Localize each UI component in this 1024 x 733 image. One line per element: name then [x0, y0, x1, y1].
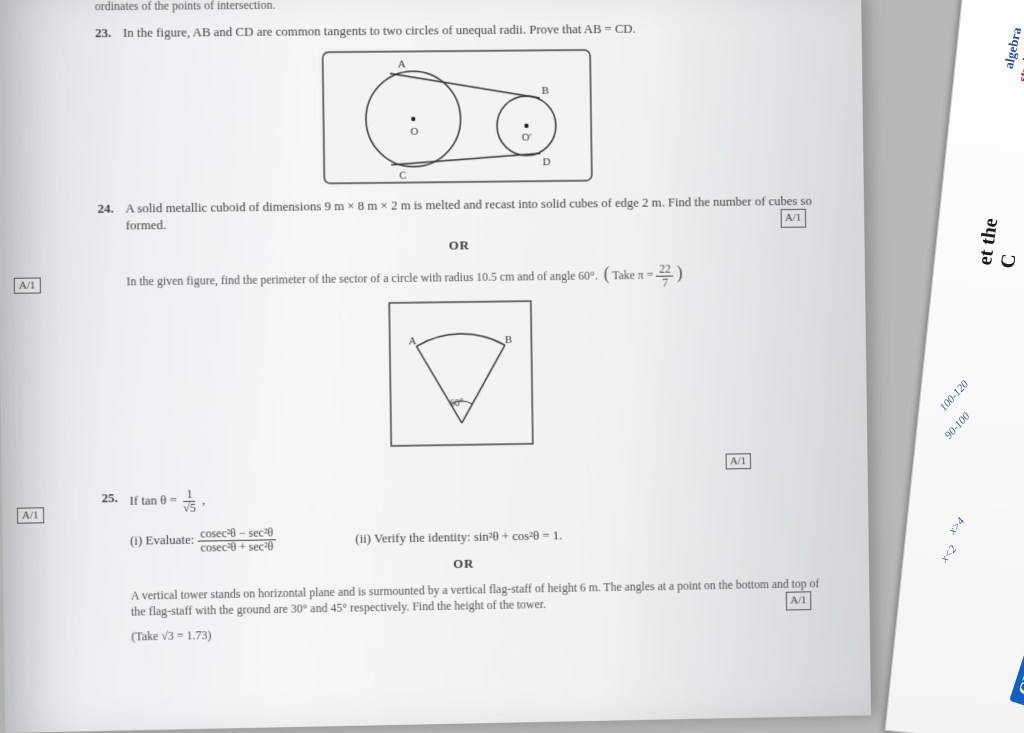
svg-text:A: A — [408, 336, 416, 348]
q24-alt: In the given figure, find the perimeter … — [98, 259, 816, 296]
q25-alt-text: A vertical tower stands on horizontal pl… — [131, 575, 821, 622]
book-spine: algebra — [1001, 26, 1024, 70]
svg-text:A: A — [398, 58, 406, 70]
pi-num: 22 — [656, 263, 674, 277]
q23-svg: A B C D O O' — [319, 45, 596, 187]
q25-stem: If tan θ = 1 √5 , — [129, 478, 819, 515]
question-25: 25. If tan θ = 1 √5 , — [101, 478, 819, 516]
q25-parts: (i) Evaluate: cosec²θ − sec²θ cosec²θ + … — [102, 518, 820, 556]
q25-margin-tag: A/1 — [17, 507, 44, 523]
q25-number: 25. — [101, 489, 129, 516]
q24-tag-a: A/1 — [780, 209, 806, 228]
cutoff-1: ordinates of the points of intersection. — [95, 0, 276, 14]
q25-stem-suffix: , — [202, 492, 205, 507]
q24-margin-tag: A/1 — [14, 277, 41, 293]
q24-or: OR — [98, 233, 816, 257]
q24-figure: 60° A B — [99, 295, 819, 454]
question-24: 24. A solid metallic cuboid of dimension… — [97, 192, 815, 236]
q24-text-b: In the given figure, find the perimeter … — [126, 259, 816, 296]
exam-page: ordinates of the points of intersection.… — [0, 0, 871, 733]
pi-fraction: 22 7 — [656, 263, 674, 289]
svg-text:O: O — [410, 125, 418, 137]
q24-text-a: A solid metallic cuboid of dimensions 9 … — [125, 193, 811, 233]
q25-i-den: cosec²θ + sec²θ — [198, 540, 277, 554]
q24-tag-b: A/1 — [725, 454, 751, 470]
take-pi-label: Take π = — [612, 268, 653, 282]
svg-text:B: B — [505, 334, 512, 346]
svg-text:60°: 60° — [450, 398, 464, 409]
q23-number: 23. — [95, 24, 123, 42]
q25-stem-num: 1 — [183, 488, 195, 502]
q24-text: A solid metallic cuboid of dimensions 9 … — [125, 192, 815, 236]
book-white — [885, 0, 1024, 733]
q25-i-frac: cosec²θ − sec²θ cosec²θ + sec²θ — [197, 527, 276, 554]
notebook-scribble: 90-100 — [943, 410, 973, 441]
svg-text:B: B — [542, 85, 549, 97]
notebook-scribble: x>4 — [947, 515, 968, 536]
svg-text:O': O' — [522, 131, 532, 143]
q25-part-i: (i) Evaluate: cosec²θ − sec²θ cosec²θ + … — [130, 527, 277, 556]
q24-number: 24. — [97, 199, 125, 236]
q25-tag: A/1 — [785, 591, 811, 610]
book-spine: studies — [1015, 42, 1024, 83]
question-23: 23. In the figure, AB and CD are common … — [95, 18, 813, 41]
q25-i-label: (i) Evaluate: — [130, 532, 194, 548]
q25-part-ii: (ii) Verify the identity: sin²θ + cos²θ … — [355, 526, 562, 547]
notebook-scribble: x<2 — [939, 543, 960, 564]
svg-text:C: C — [399, 169, 406, 181]
q23-figure: A B C D O O' — [95, 44, 815, 190]
book-spine: CBSE — [1009, 637, 1024, 708]
book-spine: et the C — [974, 216, 1024, 270]
cutoff-text: ordinates of the points of intersection. — [95, 0, 813, 14]
svg-text:D: D — [543, 156, 551, 168]
q25-alt-body: A vertical tower stands on horizontal pl… — [131, 576, 820, 618]
desk-books: algebrastudies et the C CBSE 100-12090-100 x… — [874, 0, 1024, 733]
q25-stem-frac: 1 √5 — [180, 488, 199, 514]
q23-text: In the figure, AB and CD are common tang… — [123, 18, 813, 41]
q25-stem-den: √5 — [180, 502, 199, 515]
notebook-scribble: 100-120 — [938, 378, 971, 413]
q25-alt: A vertical tower stands on horizontal pl… — [103, 575, 821, 623]
q25-stem-prefix: If tan θ = — [129, 493, 177, 509]
pi-den: 7 — [659, 276, 671, 289]
q24-svg: 60° A B — [386, 298, 536, 449]
q24-tag-b-row: A/1 — [101, 450, 819, 479]
q24-b-prefix: In the given figure, find the perimeter … — [126, 269, 597, 289]
